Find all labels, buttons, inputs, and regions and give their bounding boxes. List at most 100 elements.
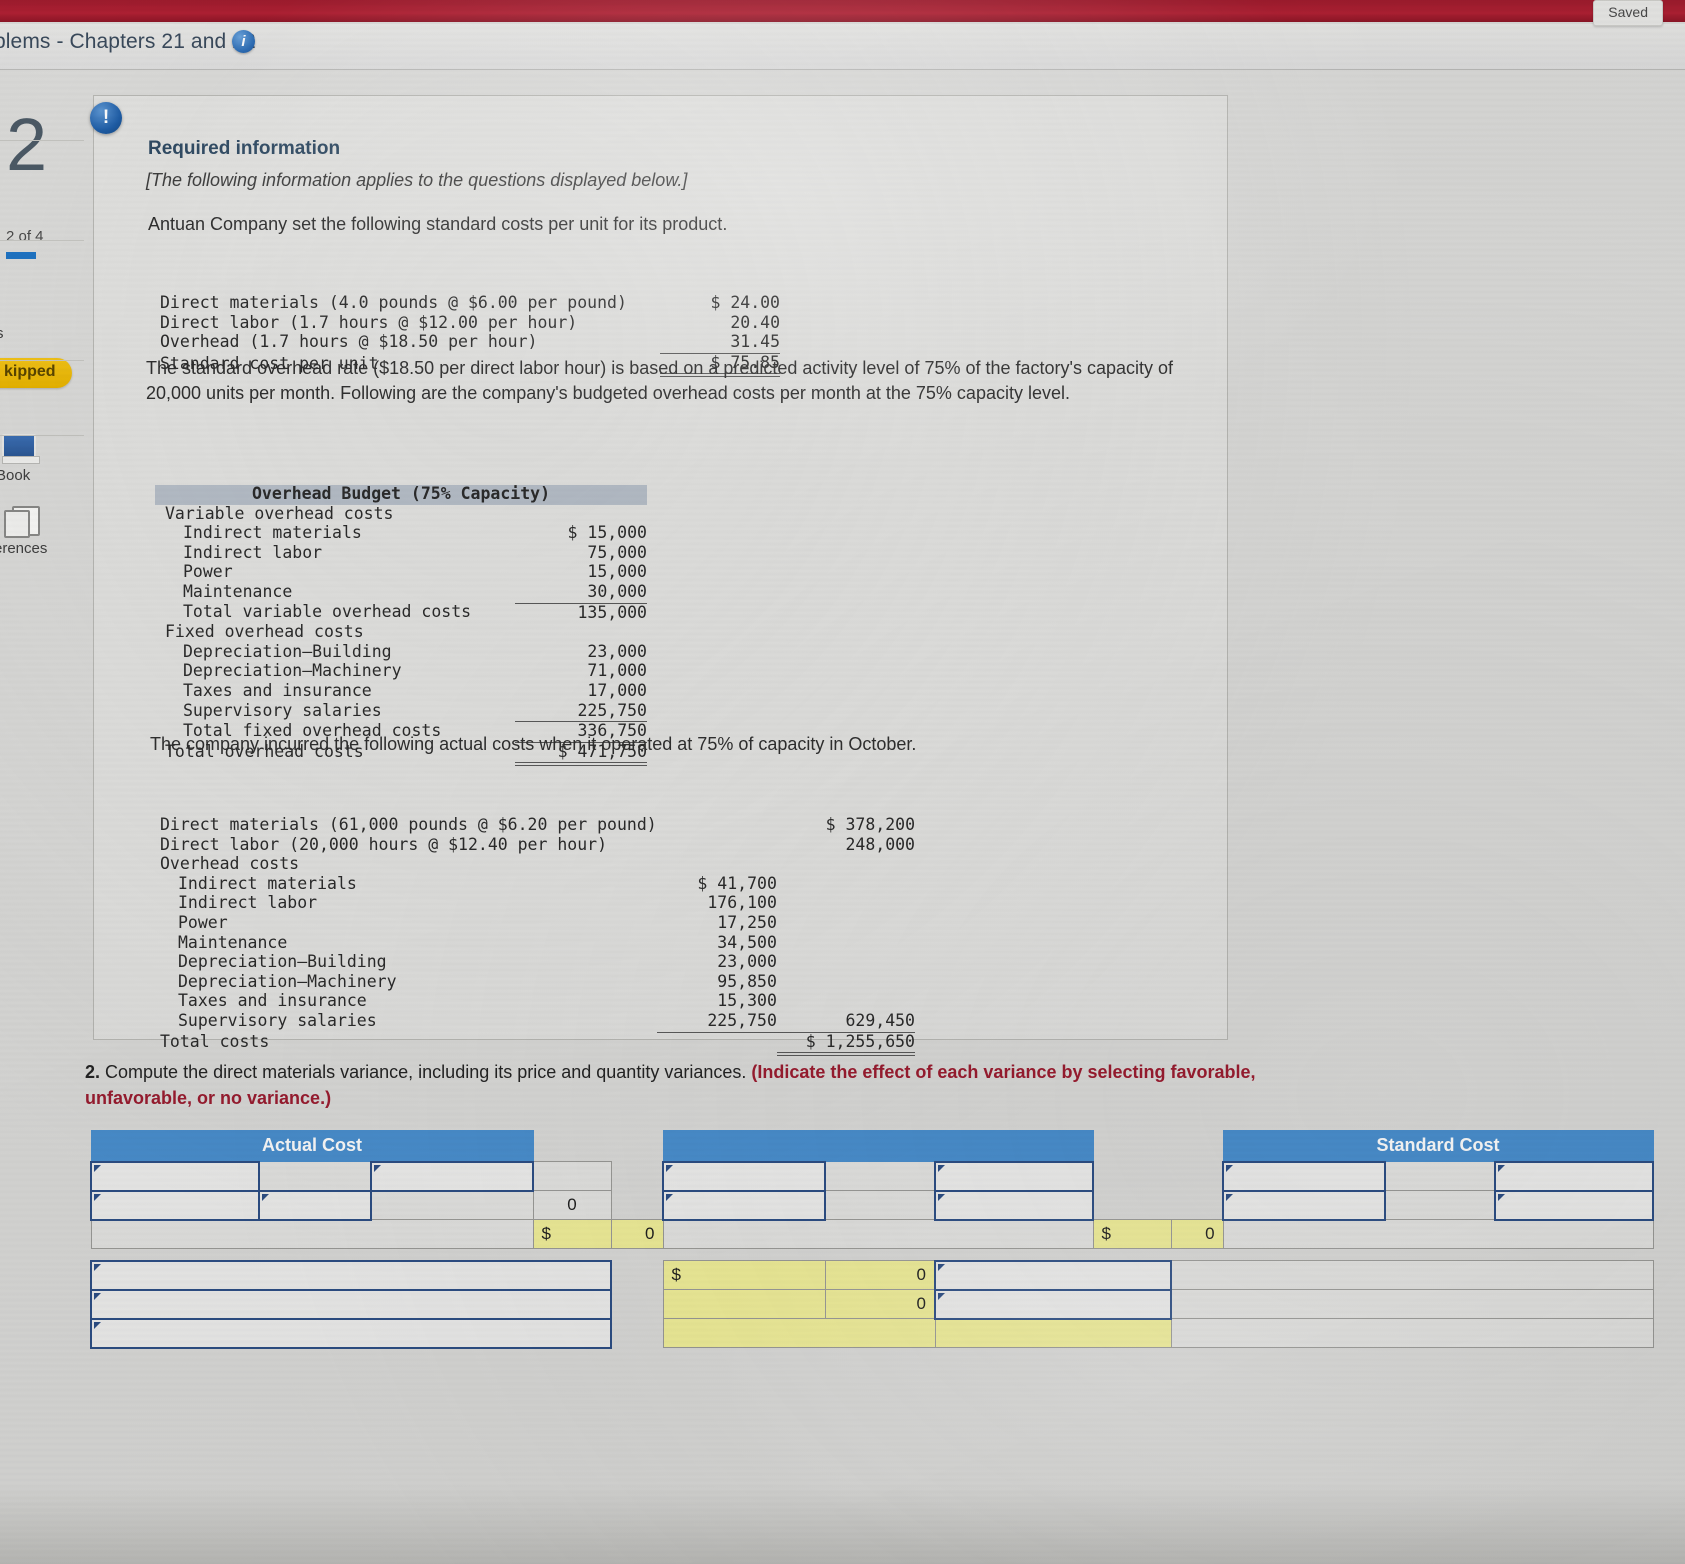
question-number-label: 2.: [85, 1062, 101, 1082]
variance-row-blank: [1170, 1318, 1654, 1348]
rail-item-partial[interactable]: s: [0, 325, 4, 342]
row-value: 17,000: [587, 680, 647, 700]
row-value: $ 24.00: [710, 293, 780, 312]
table-row: Direct labor (1.7 hours @ $12.00 per hou…: [160, 313, 780, 334]
spacer-cell: [611, 1319, 663, 1348]
middle-price-input[interactable]: [934, 1160, 1095, 1192]
table-row: Total variable overhead costs 135,000: [155, 602, 647, 623]
row-label: Overhead costs: [160, 854, 300, 874]
quantity-variance-label-input[interactable]: [89, 1288, 613, 1320]
middle-quantity-input[interactable]: [662, 1160, 827, 1192]
total-variance-label-input[interactable]: [89, 1317, 613, 1349]
middle-label-cell: [824, 1161, 936, 1191]
variance-row-blank: [1170, 1289, 1654, 1319]
spacer-cell: [1093, 1191, 1171, 1220]
middle-result-cell: [824, 1190, 936, 1220]
row-value-col1: 34,500: [717, 932, 777, 952]
table-row: Total overhead costs $ 471,750: [155, 742, 647, 767]
question-number: 2: [6, 103, 48, 186]
table-row: Depreciation—Building 23,000: [155, 641, 647, 663]
quantity-variance-effect-select[interactable]: [934, 1288, 1173, 1320]
table-row: Total costs $ 1,255,650: [160, 1032, 915, 1057]
row-label: Fixed overhead costs: [165, 622, 364, 642]
info-icon[interactable]: i: [232, 30, 255, 53]
row-value-col1: 17,250: [717, 912, 777, 932]
standard-label-cell: [1384, 1161, 1496, 1191]
progress-bar: [6, 252, 36, 259]
row-value: 336,750: [515, 722, 647, 743]
table-row: Variable overhead costs: [155, 504, 647, 525]
standard-price-input[interactable]: [1494, 1160, 1655, 1192]
row-label: Direct labor (20,000 hours @ $12.40 per …: [160, 834, 608, 854]
row-label: Depreciation—Building: [178, 952, 387, 972]
row-label: Depreciation—Building: [183, 641, 392, 661]
row-value: 71,000: [587, 661, 647, 681]
spacer-cell: [1093, 1162, 1171, 1191]
price-variance-label-input[interactable]: [89, 1259, 613, 1291]
table-header-row: Overhead Budget (75% Capacity): [155, 484, 647, 505]
standard-quantity-input[interactable]: [1222, 1160, 1387, 1192]
row-value-col1: [657, 1032, 777, 1054]
row-label: Standard cost per unit: [160, 353, 379, 373]
row-value-col1: [657, 855, 777, 875]
actual-label-cell: [258, 1161, 372, 1191]
table-row: Taxes and insurance 17,000: [155, 680, 647, 702]
actual-price-input[interactable]: [369, 1160, 535, 1192]
spacer-cell: [1171, 1131, 1223, 1162]
table-row: Depreciation—Machinery 71,000: [155, 662, 647, 682]
row-value: 15,000: [587, 562, 647, 582]
alert-icon[interactable]: !: [90, 102, 122, 134]
actual-costs-table: Direct materials (61,000 pounds @ $6.20 …: [160, 778, 915, 1075]
app-top-bar: [0, 0, 1685, 22]
spacer-cell: [91, 1249, 1653, 1261]
row-label: Maintenance: [183, 582, 293, 602]
table-row: Maintenance 34,500: [160, 932, 915, 954]
middle-rate-input-2[interactable]: [934, 1189, 1095, 1221]
page-header-bar: [0, 24, 1685, 70]
intro-paragraph: Antuan Company set the following standar…: [148, 214, 728, 234]
spacer-cell: [611, 1191, 663, 1220]
actual-rate-input-2[interactable]: [258, 1189, 372, 1221]
table-row: Depreciation—Building 23,000: [160, 953, 915, 973]
row-value: 135,000: [577, 602, 647, 622]
rail-divider: [0, 240, 84, 241]
row-value: 225,750: [515, 701, 647, 723]
table-row: Overhead (1.7 hours @ $18.50 per hour) 3…: [160, 332, 780, 354]
row-label: Depreciation—Machinery: [178, 971, 397, 991]
skipped-badge[interactable]: kipped: [0, 358, 72, 388]
required-information-subheading: [The following information applies to th…: [146, 170, 688, 190]
row-value-col2: [777, 914, 915, 934]
middle-quantity-input-2[interactable]: [662, 1189, 827, 1221]
worksheet-variance-row: $ 0: [89, 1259, 1654, 1291]
variance-row-blank: [1170, 1260, 1654, 1290]
actual-result-cell: [370, 1190, 534, 1220]
standard-quantity-input-2[interactable]: [1222, 1189, 1387, 1221]
row-value: 23,000: [587, 641, 647, 661]
row-label: Total fixed overhead costs: [183, 721, 442, 741]
table-row: Overhead costs: [160, 855, 915, 875]
table-row: Indirect labor 75,000: [155, 542, 647, 564]
spacer-cell: [1171, 1162, 1223, 1191]
row-value: 75,000: [587, 542, 647, 562]
row-label: Power: [183, 562, 233, 582]
rail-item-ebook-label[interactable]: Book: [0, 467, 31, 484]
total-variance-effect[interactable]: [934, 1318, 1172, 1348]
standard-rate-input-2[interactable]: [1494, 1189, 1655, 1221]
spacer-cell: [611, 1162, 663, 1191]
standard-subtotal-blank: [1222, 1219, 1654, 1249]
actual-quantity-input[interactable]: [90, 1160, 260, 1192]
row-label: Supervisory salaries: [178, 1011, 377, 1031]
spacer-cell: [611, 1261, 663, 1290]
row-label: Total costs: [160, 1032, 270, 1052]
rail-item-references-label[interactable]: erences: [0, 540, 48, 557]
actual-quantity-input-2[interactable]: [90, 1189, 260, 1221]
required-information-card: [93, 95, 1228, 1040]
price-variance-effect-select[interactable]: [934, 1259, 1173, 1291]
standard-costs-rows: Direct materials (4.0 pounds @ $6.00 per…: [160, 293, 780, 378]
question-text: Compute the direct materials variance, i…: [105, 1062, 747, 1082]
row-label: Total variable overhead costs: [183, 602, 472, 622]
row-value-col1: 176,100: [707, 893, 777, 913]
worksheet-input-row: [90, 1160, 1655, 1192]
worksheet-input-row: 0: [90, 1189, 1655, 1221]
rail-divider: [0, 360, 84, 361]
